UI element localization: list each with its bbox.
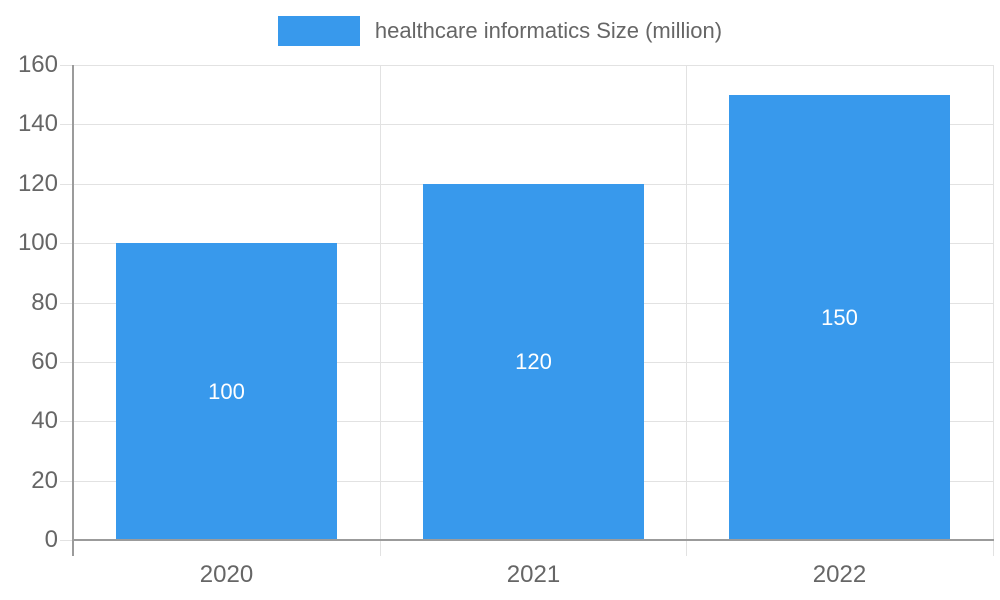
y-tick-mark (60, 65, 73, 66)
y-gridline (73, 65, 993, 66)
y-tick-label: 160 (17, 51, 58, 78)
y-tick-mark (60, 421, 73, 422)
y-tick-mark (60, 303, 73, 304)
legend-swatch (277, 16, 360, 46)
legend[interactable]: healthcare informatics Size (million) (0, 16, 1000, 46)
x-gridline (380, 65, 381, 540)
y-tick-label: 100 (17, 229, 58, 256)
y-tick-label: 80 (31, 289, 58, 316)
bar-2022: 150 (729, 95, 950, 540)
x-gridline (993, 65, 994, 540)
x-gridline (686, 65, 687, 540)
y-tick-mark (60, 124, 73, 125)
bar-value-label: 100 (208, 378, 245, 404)
y-tick-label: 20 (31, 467, 58, 494)
y-tick-label: 60 (31, 348, 58, 375)
y-tick-label: 40 (31, 407, 58, 434)
x-tick-label: 2021 (506, 561, 561, 588)
y-tick-mark (60, 184, 73, 185)
x-tick-mark (380, 540, 381, 556)
x-tick-mark (686, 540, 687, 556)
y-tick-label: 140 (17, 110, 58, 137)
bar-value-label: 120 (515, 349, 552, 374)
bar-2021: 120 (423, 184, 644, 540)
y-axis-line (72, 65, 74, 556)
y-tick-label: 120 (17, 170, 58, 197)
legend-label: healthcare informatics Size (million) (374, 18, 723, 43)
y-tick-label: 0 (44, 526, 58, 553)
y-tick-mark (60, 243, 73, 244)
y-tick-mark (60, 362, 73, 363)
x-tick-mark (993, 540, 994, 556)
x-axis-line (72, 539, 994, 541)
bar-2020: 100 (116, 243, 337, 540)
x-tick-label: 2020 (199, 561, 254, 588)
y-gridline (73, 124, 993, 125)
y-tick-mark (60, 481, 73, 482)
x-tick-label: 2022 (812, 561, 867, 588)
bar-value-label: 150 (821, 304, 858, 330)
y-tick-mark (60, 540, 73, 541)
